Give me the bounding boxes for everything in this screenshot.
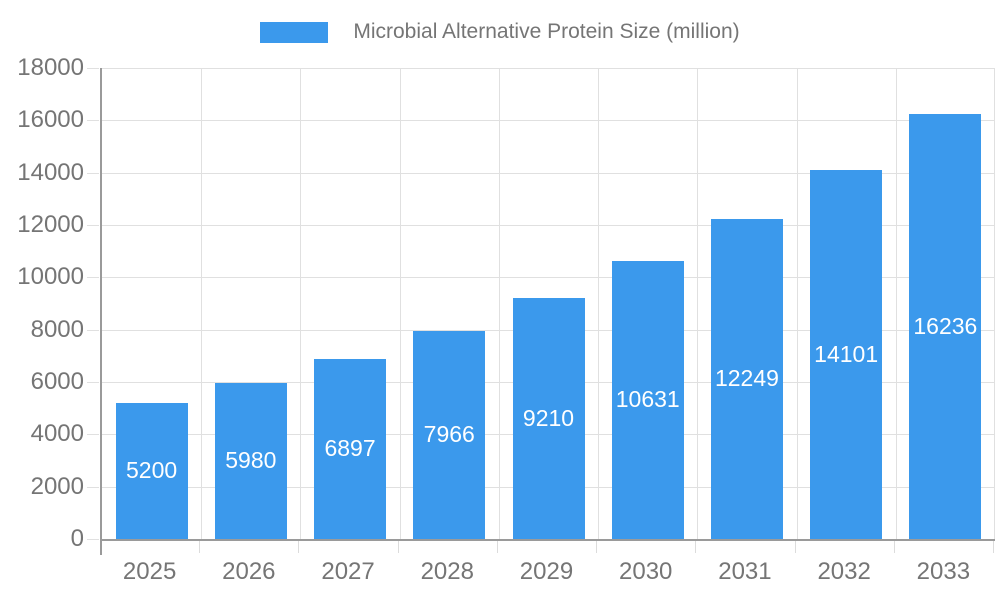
y-tick-mark	[87, 329, 99, 331]
y-tick-mark	[87, 434, 99, 436]
bar-2029: 9210	[512, 298, 585, 539]
y-gridline	[102, 120, 995, 122]
legend[interactable]: Microbial Alternative Protein Size (mill…	[0, 18, 1000, 46]
y-gridline	[102, 225, 995, 226]
y-tick-mark	[87, 382, 99, 383]
x-tick-mark	[993, 541, 994, 553]
y-tick-label: 6000	[30, 367, 84, 395]
x-tick-label: 2025	[122, 558, 177, 585]
bar-value-label: 12249	[714, 365, 779, 392]
bar-2033: 16236	[909, 114, 982, 539]
y-tick-label: 16000	[17, 106, 84, 134]
x-tick-label: 2031	[718, 558, 772, 585]
bar-value-label: 5200	[126, 457, 178, 484]
bar-2031: 12249	[710, 218, 783, 539]
y-tick-label: 18000	[17, 53, 84, 81]
x-tick-label: 2026	[222, 558, 276, 585]
bar-value-label: 14101	[814, 341, 879, 368]
x-gridline	[796, 68, 798, 539]
legend-label: Microbial Alternative Protein Size (mill…	[353, 20, 740, 43]
bar-value-label: 10631	[615, 386, 680, 413]
x-tick-mark	[397, 541, 399, 553]
x-gridline	[399, 68, 401, 539]
x-tick-mark	[496, 541, 498, 553]
bar-value-label: 9210	[522, 405, 575, 431]
y-tick-mark	[87, 277, 99, 279]
y-tick-mark	[87, 539, 99, 540]
x-gridline	[697, 68, 699, 539]
x-gridline	[201, 68, 203, 539]
y-tick-mark	[87, 172, 99, 174]
x-tick-mark	[199, 541, 201, 553]
bar-2032: 14101	[810, 170, 883, 539]
bar-2025: 5200	[115, 402, 188, 539]
x-tick-mark	[695, 541, 697, 553]
y-tick-mark	[87, 120, 99, 122]
bar-2027: 6897	[314, 358, 387, 539]
y-tick-label: 10000	[17, 263, 84, 291]
y-gridline	[102, 277, 995, 279]
x-gridline	[895, 68, 897, 539]
x-tick-label: 2029	[519, 558, 574, 585]
plot-area: 5200 5980 6897 7966 9210 10631 12249 14101 16236	[100, 68, 995, 541]
x-tick-label: 2027	[321, 558, 375, 585]
bar-2028: 7966	[413, 330, 486, 539]
x-tick-label: 2032	[817, 558, 871, 585]
bar-2030: 10631	[611, 260, 684, 539]
y-gridline	[102, 68, 995, 69]
x-axis-origin-tick	[100, 541, 102, 555]
x-tick-label: 2030	[619, 558, 673, 585]
x-gridline	[598, 68, 600, 539]
x-tick-mark	[893, 541, 895, 553]
bar-value-label: 16236	[913, 313, 978, 340]
y-tick-label: 12000	[17, 210, 84, 238]
x-tick-label: 2028	[420, 558, 474, 585]
x-tick-mark	[298, 541, 300, 553]
y-tick-label: 14000	[17, 158, 84, 186]
x-gridline	[300, 68, 302, 539]
x-gridline	[994, 68, 995, 539]
x-tick-mark	[794, 541, 796, 553]
bar-2026: 5980	[214, 382, 287, 539]
x-tick-mark	[596, 541, 598, 553]
bar-value-label: 5980	[225, 447, 277, 474]
legend-swatch	[260, 21, 329, 43]
y-tick-mark	[87, 486, 99, 488]
y-tick-mark	[87, 225, 99, 226]
x-gridline	[498, 68, 500, 539]
y-tick-label: 8000	[30, 315, 84, 343]
y-tick-label: 2000	[30, 472, 84, 500]
x-tick-label: 2033	[916, 558, 971, 585]
y-tick-mark	[87, 68, 99, 69]
y-tick-label: 0	[70, 524, 84, 552]
bar-value-label: 7966	[423, 421, 475, 448]
y-tick-label: 4000	[30, 420, 84, 448]
bar-value-label: 6897	[324, 435, 376, 462]
y-gridline	[102, 172, 995, 174]
